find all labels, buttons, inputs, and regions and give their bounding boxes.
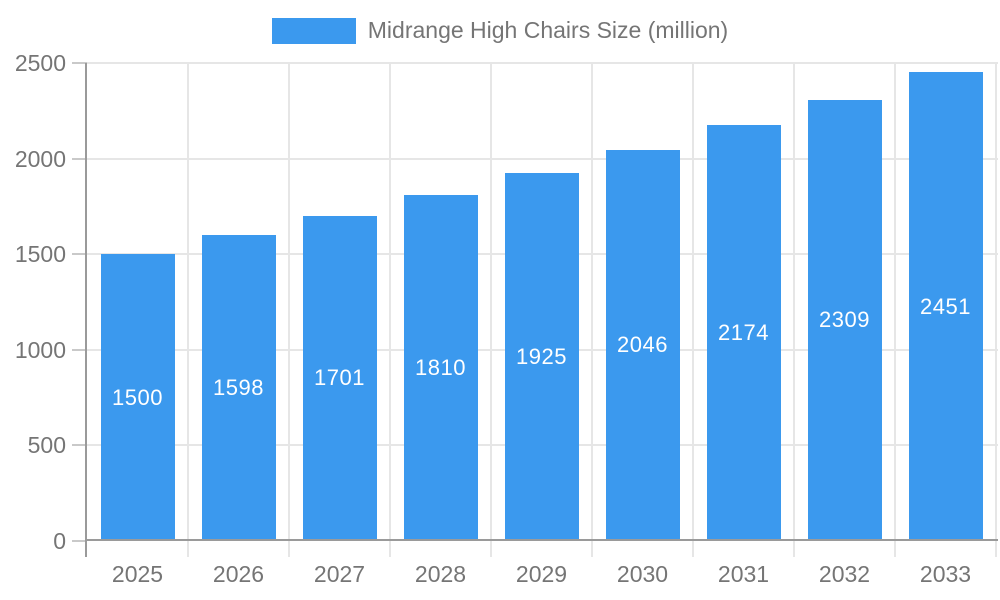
category-boundary-gridline <box>793 63 795 557</box>
category-boundary-gridline <box>591 63 593 557</box>
bar-value-label: 1810 <box>415 354 466 380</box>
bar-value-label: 2174 <box>718 320 769 346</box>
y-axis-tick-label: 1000 <box>14 336 66 363</box>
category-boundary-gridline <box>389 63 391 557</box>
bar[interactable]: 2046 <box>605 149 680 541</box>
x-axis-tick-label: 2032 <box>818 561 871 587</box>
bar[interactable]: 2174 <box>706 125 781 541</box>
bar[interactable]: 1701 <box>302 215 377 541</box>
x-axis-tick-label: 2030 <box>616 561 669 587</box>
x-axis-tick-label: 2033 <box>919 561 972 587</box>
x-axis-line <box>85 539 998 541</box>
y-axis-tick-label: 500 <box>27 432 66 459</box>
legend-swatch-icon <box>271 17 356 44</box>
bar-value-label: 2451 <box>920 293 971 319</box>
bar[interactable]: 1500 <box>100 254 175 541</box>
y-axis-tick <box>72 444 87 447</box>
y-axis-tick-label: 2500 <box>14 50 66 76</box>
x-axis-tick-label: 2031 <box>717 561 770 587</box>
h-gridline <box>87 62 998 64</box>
y-axis-tick <box>72 348 87 351</box>
bar-value-label: 1598 <box>213 375 264 401</box>
bar[interactable]: 1598 <box>201 235 276 541</box>
category-boundary-gridline <box>490 63 492 557</box>
category-boundary-gridline <box>288 63 290 557</box>
bar[interactable]: 2309 <box>807 99 882 541</box>
y-axis-tick-label: 1500 <box>14 241 66 268</box>
category-boundary-gridline <box>995 63 997 557</box>
h-gridline <box>87 157 998 160</box>
category-boundary-gridline <box>692 63 694 557</box>
legend-label: Midrange High Chairs Size (million) <box>367 17 729 43</box>
category-boundary-gridline <box>894 63 896 557</box>
y-axis-tick <box>72 157 87 160</box>
x-axis-tick-label: 2028 <box>414 561 467 587</box>
category-boundary-gridline <box>187 63 189 557</box>
x-axis-tick-label: 2029 <box>515 561 568 587</box>
bar-value-label: 1701 <box>314 365 365 391</box>
legend-item[interactable]: Midrange High Chairs Size (million) <box>0 17 1000 44</box>
bar[interactable]: 1925 <box>504 172 579 541</box>
y-axis-tick-label: 2000 <box>14 145 66 172</box>
bar-value-label: 2046 <box>617 332 668 358</box>
x-axis-tick-label: 2026 <box>212 561 265 587</box>
y-axis-tick <box>72 62 87 64</box>
y-axis-tick-label: 0 <box>53 528 66 554</box>
y-axis-tick <box>72 253 87 256</box>
bar-value-label: 2309 <box>819 307 870 333</box>
bar[interactable]: 1810 <box>403 194 478 541</box>
x-axis-tick-label: 2027 <box>313 561 366 587</box>
bar-value-label: 1500 <box>112 384 163 410</box>
bar[interactable]: 2451 <box>908 72 983 541</box>
x-axis-tick-label: 2025 <box>111 561 164 587</box>
y-axis-tick <box>72 540 87 542</box>
bar-value-label: 1925 <box>516 343 567 369</box>
y-axis-line <box>85 63 87 557</box>
